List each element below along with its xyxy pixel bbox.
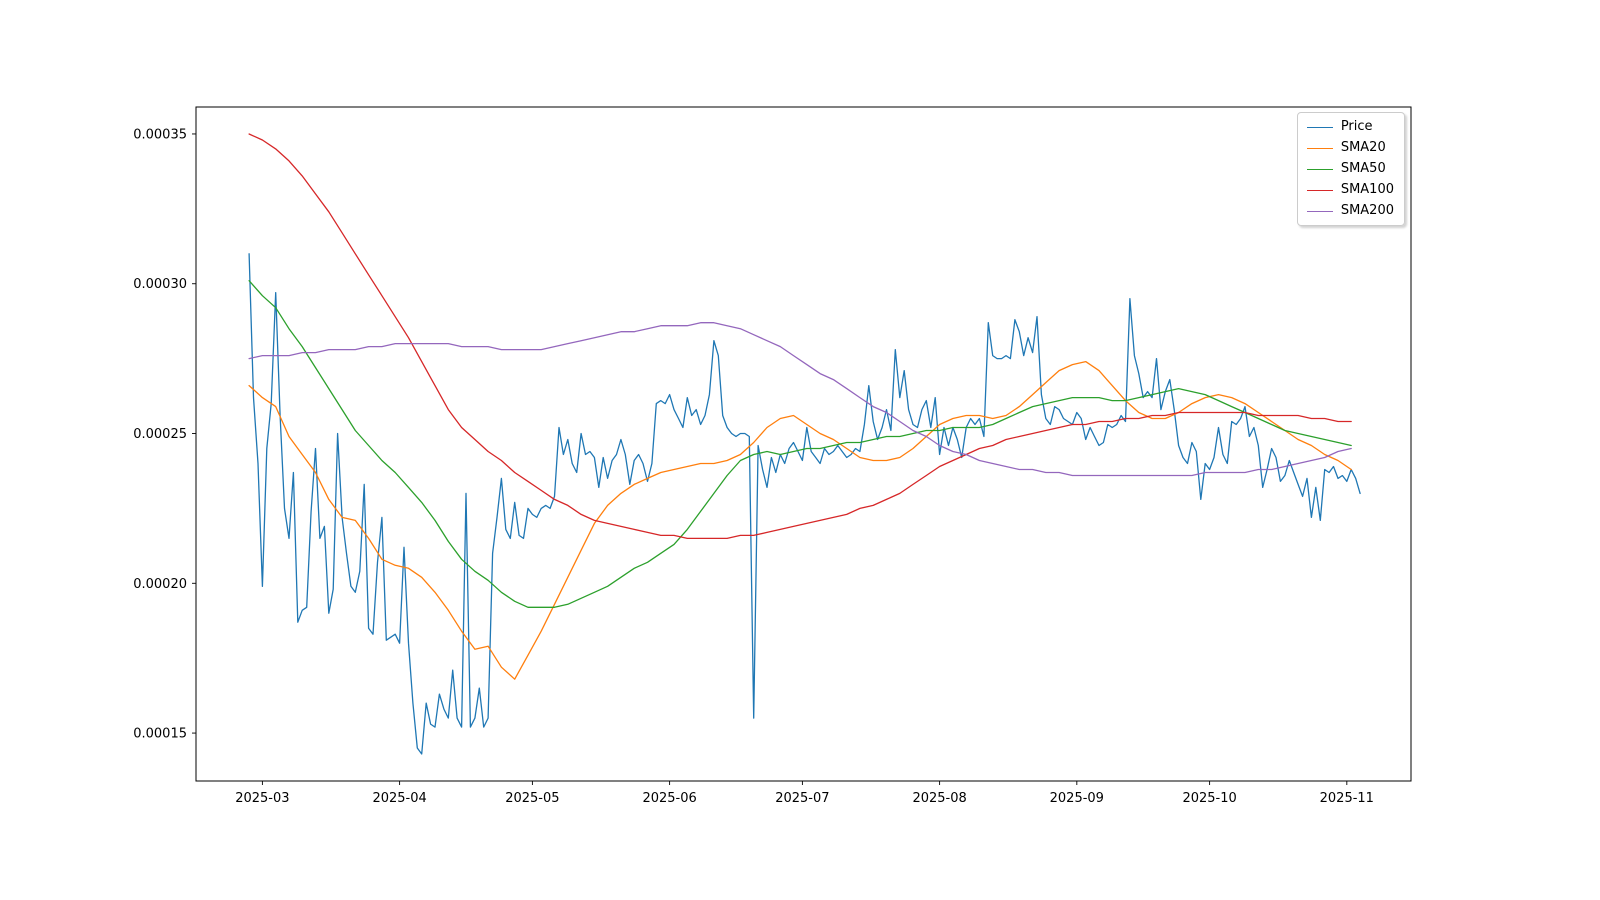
price-line xyxy=(248,253,1361,755)
sma50-line xyxy=(248,280,1352,608)
legend-label: Price xyxy=(1340,119,1373,134)
sma100-line xyxy=(248,133,1352,540)
legend-line-sample xyxy=(1306,126,1333,128)
legend-label: SMA100 xyxy=(1340,182,1394,197)
legend-line-sample xyxy=(1306,147,1333,149)
x-tick-label: 2025-07 xyxy=(775,791,829,806)
legend-line-sample xyxy=(1306,168,1333,170)
x-tick-label: 2025-10 xyxy=(1182,791,1236,806)
sma20-line xyxy=(248,360,1352,680)
x-tick-label: 2025-08 xyxy=(912,791,966,806)
legend-item-price: Price xyxy=(1306,119,1394,134)
legend-label: SMA200 xyxy=(1340,203,1394,218)
y-tick-label: 0.00020 xyxy=(133,577,187,592)
legend-item-sma20: SMA20 xyxy=(1306,140,1394,155)
y-tick-label: 0.00025 xyxy=(133,427,187,442)
legend-label: SMA20 xyxy=(1340,140,1386,155)
sma200-line xyxy=(248,322,1352,477)
y-tick-label: 0.00030 xyxy=(133,277,187,292)
plot-border xyxy=(195,106,1412,782)
x-tick-label: 2025-03 xyxy=(235,791,289,806)
legend: Price SMA20 SMA50 SMA100 SMA200 xyxy=(1296,112,1405,226)
y-tick-label: 0.00015 xyxy=(133,727,187,742)
x-tick-label: 2025-09 xyxy=(1050,791,1104,806)
legend-line-sample xyxy=(1306,210,1333,212)
legend-item-sma100: SMA100 xyxy=(1306,182,1394,197)
legend-line-sample xyxy=(1306,189,1333,191)
x-tick-label: 2025-06 xyxy=(642,791,696,806)
legend-item-sma50: SMA50 xyxy=(1306,161,1394,176)
legend-label: SMA50 xyxy=(1340,161,1386,176)
x-tick-label: 2025-11 xyxy=(1320,791,1374,806)
y-tick-label: 0.00035 xyxy=(133,127,187,142)
x-tick-label: 2025-04 xyxy=(372,791,426,806)
x-tick-label: 2025-05 xyxy=(505,791,559,806)
legend-item-sma200: SMA200 xyxy=(1306,203,1394,218)
